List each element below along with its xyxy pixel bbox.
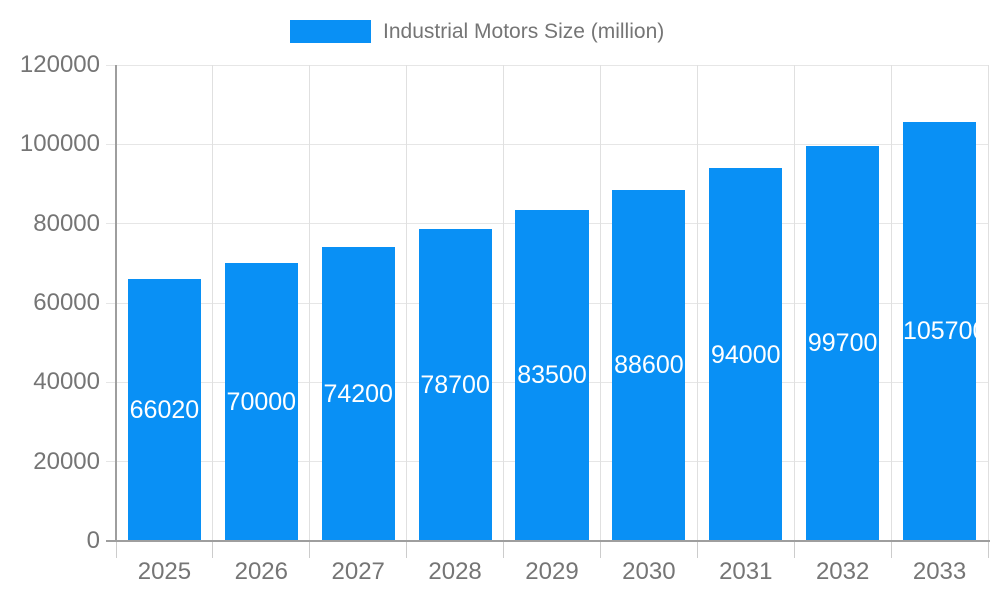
legend-item-industrial-motors[interactable]: Industrial Motors Size (million) <box>290 20 664 43</box>
y-axis-tick-label: 0 <box>86 527 100 554</box>
x-gridline <box>406 65 408 541</box>
x-axis-tick-label: 2032 <box>815 558 870 585</box>
bar-value-label: 88600 <box>614 351 684 380</box>
bar-value-label: 66020 <box>129 396 200 425</box>
y-axis-tick-label: 120000 <box>19 51 100 78</box>
x-gridline <box>987 65 989 541</box>
x-axis-tick <box>890 541 892 558</box>
x-axis-tick <box>696 541 698 558</box>
bar-value-label: 70000 <box>226 388 297 417</box>
y-axis-tick-label: 60000 <box>33 289 100 316</box>
plot-area: 66020 70000 74200 78700 83500 88600 94000 99700… <box>106 64 990 558</box>
bar-value-label: 94000 <box>710 340 781 369</box>
x-axis-tick-label: 2029 <box>525 558 579 585</box>
x-axis-tick-label: 2025 <box>137 558 192 585</box>
legend-label: Industrial Motors Size (million) <box>383 19 665 43</box>
x-axis-tick-label: 2031 <box>719 558 773 585</box>
x-gridline <box>503 65 505 541</box>
legend-swatch-icon <box>290 20 371 43</box>
x-axis-tick <box>115 541 117 558</box>
bar-2027[interactable]: 74200 <box>321 246 395 541</box>
x-axis-tick <box>212 541 214 558</box>
x-axis-tick <box>599 541 601 558</box>
bar-2025[interactable]: 66020 <box>127 279 201 541</box>
y-axis-tick-label: 40000 <box>33 368 100 396</box>
bar-2030[interactable]: 88600 <box>612 189 686 541</box>
y-gridline <box>106 64 988 66</box>
x-gridline <box>696 65 698 541</box>
bar-2028[interactable]: 78700 <box>418 228 492 541</box>
x-axis-tick-label: 2030 <box>622 558 676 585</box>
bar-2032[interactable]: 99700 <box>806 145 880 541</box>
x-axis-tick-label: 2033 <box>912 558 967 585</box>
x-axis-tick <box>406 541 408 558</box>
bar-value-label: 83500 <box>517 361 587 390</box>
x-axis-tick <box>793 541 795 558</box>
x-axis-tick-label: 2026 <box>234 558 288 585</box>
bar-value-label: 99700 <box>807 329 878 358</box>
bar-2031[interactable]: 94000 <box>709 168 783 541</box>
bar-2026[interactable]: 70000 <box>224 263 298 541</box>
x-gridline <box>890 65 892 541</box>
x-gridline <box>212 65 214 541</box>
y-gridline <box>106 143 988 145</box>
x-gridline <box>309 65 311 541</box>
x-axis-tick-label: 2027 <box>331 558 385 585</box>
y-axis-tick-label: 20000 <box>33 447 100 475</box>
x-axis-line <box>106 540 990 542</box>
y-axis-line <box>115 65 117 541</box>
x-axis-tick <box>987 541 989 558</box>
y-axis-tick-label: 100000 <box>19 130 100 158</box>
bar-2029[interactable]: 83500 <box>515 209 589 541</box>
x-axis-tick-label: 2028 <box>428 558 482 585</box>
bar-value-label: 78700 <box>420 370 490 399</box>
x-gridline <box>793 65 795 541</box>
y-axis-tick-label: 80000 <box>33 209 100 237</box>
bar-value-label: 74200 <box>323 379 393 408</box>
x-axis-tick <box>309 541 311 558</box>
x-gridline <box>599 65 601 541</box>
x-axis-tick <box>503 541 505 558</box>
